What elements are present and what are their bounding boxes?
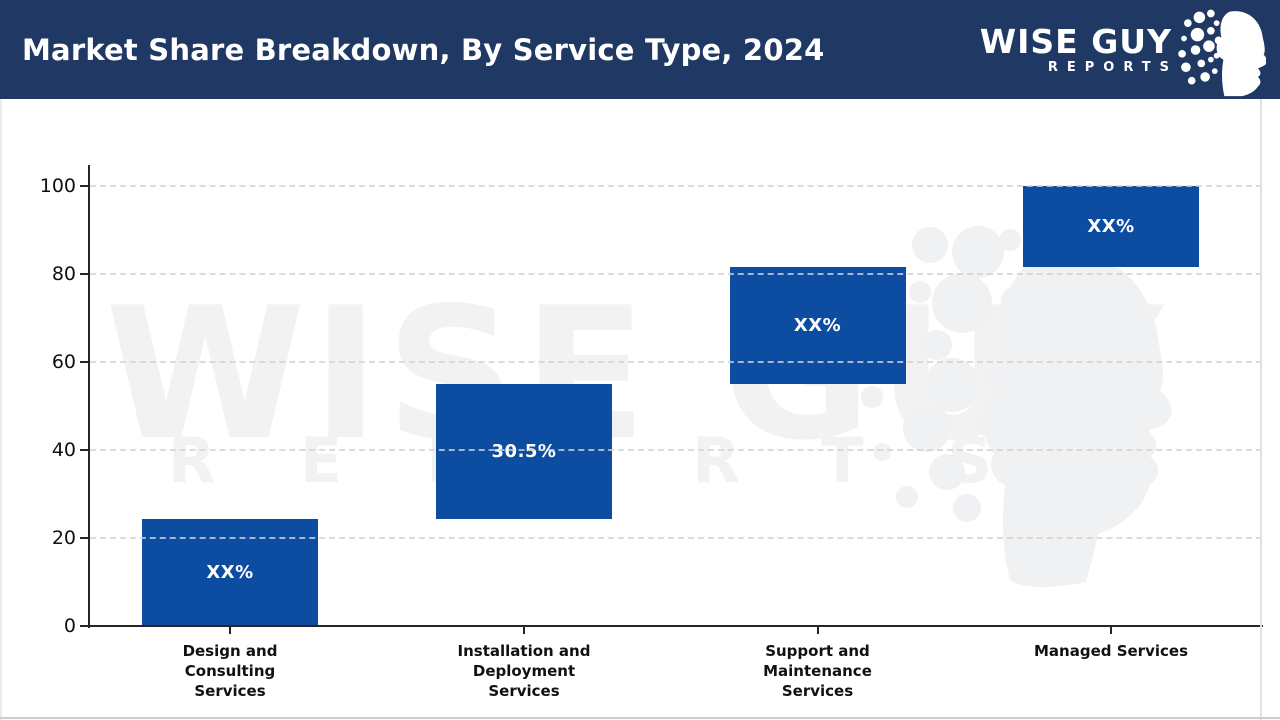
gridline-40: [90, 449, 1262, 451]
category-label: Installation and Deployment Services: [457, 642, 591, 700]
x-tick-2: [816, 627, 819, 634]
chart-title: Market Share Breakdown, By Service Type,…: [22, 32, 825, 67]
bar-segment: XX%: [1023, 186, 1199, 267]
y-tick-label-40: 40: [51, 439, 76, 461]
y-tick-60: [80, 361, 88, 363]
y-tick-label-100: 100: [39, 175, 76, 197]
bar-segment: 30.5%: [436, 384, 612, 519]
category-label: Design and Consulting Services: [182, 642, 278, 700]
gridline-100: [90, 185, 1262, 187]
y-tick-100: [80, 185, 88, 187]
category-label: Managed Services: [1033, 642, 1188, 660]
frame-edge-right: [1260, 99, 1262, 720]
bar-value-label: XX%: [793, 314, 842, 336]
y-tick-20: [80, 537, 88, 539]
y-tick-80: [80, 273, 88, 275]
y-tick-label-20: 20: [51, 527, 76, 549]
x-tick-3: [1110, 627, 1112, 634]
x-tick-1: [523, 627, 525, 634]
bar-value-label: XX%: [1087, 215, 1135, 237]
logo-subtitle: REPORTS: [1047, 60, 1178, 75]
y-tick-label-0: 0: [63, 615, 76, 637]
y-tick-0: [80, 625, 88, 627]
gridline-20: [90, 537, 1262, 539]
gridline-60: [90, 361, 1262, 363]
y-tick-label-80: 80: [51, 263, 76, 285]
y-axis-line: [88, 165, 90, 628]
y-tick-label-60: 60: [51, 351, 76, 373]
y-tick-40: [80, 449, 88, 451]
gridline-80: [90, 273, 1262, 275]
bar-value-label: 30.5%: [491, 441, 557, 463]
header-band: Market Share Breakdown, By Service Type,…: [0, 0, 1280, 99]
bar-segment: XX%: [142, 518, 318, 626]
bar-segment: XX%: [729, 266, 906, 385]
logo-wordmark: WISE GUY: [979, 22, 1172, 61]
logo-head-icon: [1178, 9, 1266, 96]
category-label: Support and Maintenance Services: [763, 642, 872, 700]
bar-value-label: XX%: [206, 561, 254, 583]
wise-guy-reports-logo: WISE GUY REPORTS: [980, 2, 1280, 98]
frame-edge-bottom: [0, 717, 1280, 719]
x-tick-0: [229, 627, 231, 634]
x-axis-line: [87, 625, 1263, 627]
frame-edge-left: [0, 99, 2, 720]
logo-text: WISE GUY REPORTS: [980, 25, 1172, 74]
